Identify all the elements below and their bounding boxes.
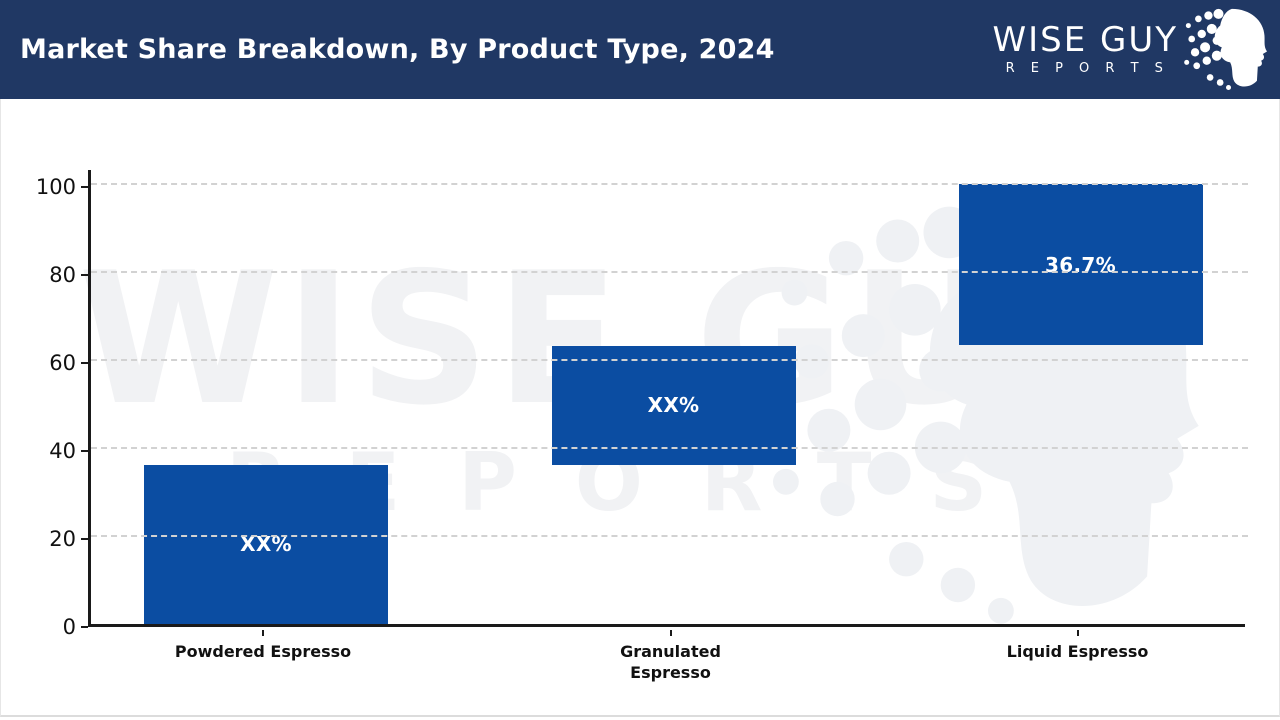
logo-text: WISE GUY R E P O R T S (992, 20, 1178, 76)
y-tick-label: 60 (49, 351, 76, 375)
y-tick-label: 20 (49, 527, 76, 551)
gridline-y-100 (91, 183, 1248, 185)
gridline-y-60 (91, 359, 1248, 361)
head-icon (1184, 8, 1267, 90)
y-tick-mark (81, 186, 88, 188)
logo-sub-text: R E P O R T S (1005, 60, 1169, 76)
y-tick-mark (81, 362, 88, 364)
gridline-y-20 (91, 535, 1248, 537)
y-tick-mark (81, 538, 88, 540)
bar-segment: XX% (144, 464, 388, 624)
x-tick-mark (262, 630, 264, 636)
y-tick-label: 0 (62, 615, 76, 639)
wiseguy-logo: WISE GUY R E P O R T S (992, 6, 1272, 92)
report-header: Market Share Breakdown, By Product Type,… (0, 0, 1280, 99)
gridline-y-40 (91, 447, 1248, 449)
y-tick-mark (81, 450, 88, 452)
y-tick-mark (81, 274, 88, 276)
y-tick-label: 40 (49, 439, 76, 463)
x-tick-mark (1076, 630, 1079, 636)
logo-brand-text: WISE GUY (992, 20, 1178, 61)
y-tick-mark (81, 626, 88, 628)
bar-value-label: 36.7% (1045, 252, 1116, 277)
bar-value-label: XX% (647, 393, 700, 418)
x-axis-category-label: Granulated Espresso (620, 642, 721, 682)
bar-segment: 36.7% (958, 184, 1203, 346)
y-tick-label: 80 (49, 263, 76, 287)
chart-area: XX% XX% 36.7% 0 20 40 60 80 100 Powdered Espress… (0, 99, 1280, 720)
page-title: Market Share Breakdown, By Product Type,… (20, 34, 775, 65)
x-axis-category-label: Powdered Espresso (174, 642, 352, 661)
y-tick-label: 100 (35, 175, 76, 199)
x-tick-mark (669, 630, 672, 636)
bar-segment: XX% (551, 345, 796, 465)
gridline-y-80 (91, 271, 1248, 273)
plot-region: XX% XX% 36.7% (88, 170, 1248, 627)
x-axis-category-label: Liquid Espresso (1006, 642, 1149, 661)
